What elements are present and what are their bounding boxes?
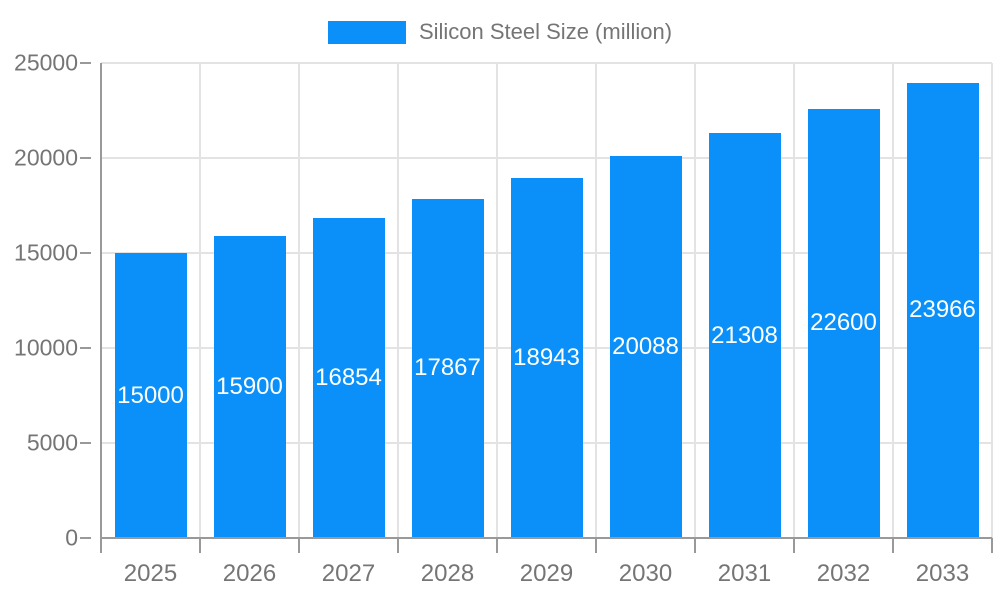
bar-value-label: 16854 <box>315 363 382 391</box>
x-axis-tick-label: 2033 <box>915 560 970 587</box>
bar-value-label: 22600 <box>810 309 877 337</box>
x-axis-tick-label: 2026 <box>222 560 277 587</box>
x-gridline <box>199 63 201 538</box>
x-axis-tick-label: 2032 <box>816 560 871 587</box>
x-axis-tick-label: 2031 <box>717 560 772 587</box>
bar-value-label: 15900 <box>216 372 283 400</box>
x-axis-tick-label: 2029 <box>519 560 574 587</box>
legend-swatch <box>327 20 406 44</box>
x-axis-tick <box>496 538 498 553</box>
y-axis-line <box>100 63 102 538</box>
x-axis-tick <box>199 538 201 553</box>
legend[interactable]: Silicon Steel Size (million) <box>0 16 1000 48</box>
x-axis-tick <box>991 538 993 553</box>
y-gridline <box>101 157 992 159</box>
x-axis-tick-label: 2030 <box>618 560 673 587</box>
y-axis-tick-label: 10000 <box>14 334 78 361</box>
bar-2033[interactable] <box>906 82 979 537</box>
x-axis-tick <box>298 538 300 553</box>
x-axis-tick-label: 2025 <box>123 560 178 587</box>
x-gridline <box>496 63 498 538</box>
bar-value-label: 17867 <box>414 354 481 382</box>
bar-2027[interactable] <box>312 217 385 537</box>
y-axis-tick-label: 15000 <box>14 239 78 266</box>
y-axis-tick <box>80 537 91 539</box>
bar-value-label: 18943 <box>513 344 580 372</box>
bar-2026[interactable] <box>213 235 286 537</box>
y-axis-tick <box>80 347 91 349</box>
bar-2032[interactable] <box>807 108 880 537</box>
x-gridline <box>298 63 300 538</box>
bar-value-label: 23966 <box>909 296 976 324</box>
x-gridline <box>595 63 597 538</box>
x-axis-tick <box>694 538 696 553</box>
x-gridline <box>793 63 795 538</box>
y-axis-tick <box>80 252 91 254</box>
x-axis-tick <box>100 538 102 553</box>
bar-2030[interactable] <box>609 156 682 537</box>
x-axis-tick <box>595 538 597 553</box>
y-axis-tick-label: 25000 <box>14 49 78 76</box>
y-axis-tick-label: 0 <box>65 524 78 551</box>
x-gridline <box>397 63 399 538</box>
x-gridline <box>991 63 993 538</box>
bar-2028[interactable] <box>411 198 484 537</box>
y-axis-tick-label: 20000 <box>14 144 78 171</box>
x-axis-tick-label: 2028 <box>420 560 475 587</box>
bar-value-label: 15000 <box>117 381 184 409</box>
bar-value-label: 20088 <box>612 333 679 361</box>
x-axis-tick <box>793 538 795 553</box>
y-axis-tick-label: 5000 <box>26 429 78 456</box>
bar-2029[interactable] <box>510 178 583 537</box>
bar-value-label: 21308 <box>711 321 778 349</box>
x-axis-tick <box>397 538 399 553</box>
legend-label: Silicon Steel Size (million) <box>418 19 673 44</box>
x-axis-tick <box>892 538 894 553</box>
x-axis-tick-label: 2027 <box>321 560 376 587</box>
x-gridline <box>892 63 894 538</box>
y-gridline <box>101 62 992 64</box>
y-axis-tick <box>80 62 91 64</box>
y-axis-tick <box>80 157 91 159</box>
x-axis-line <box>100 537 992 539</box>
y-axis-tick <box>80 442 91 444</box>
bar-2031[interactable] <box>708 133 781 537</box>
x-gridline <box>694 63 696 538</box>
bar-2025[interactable] <box>114 253 187 537</box>
